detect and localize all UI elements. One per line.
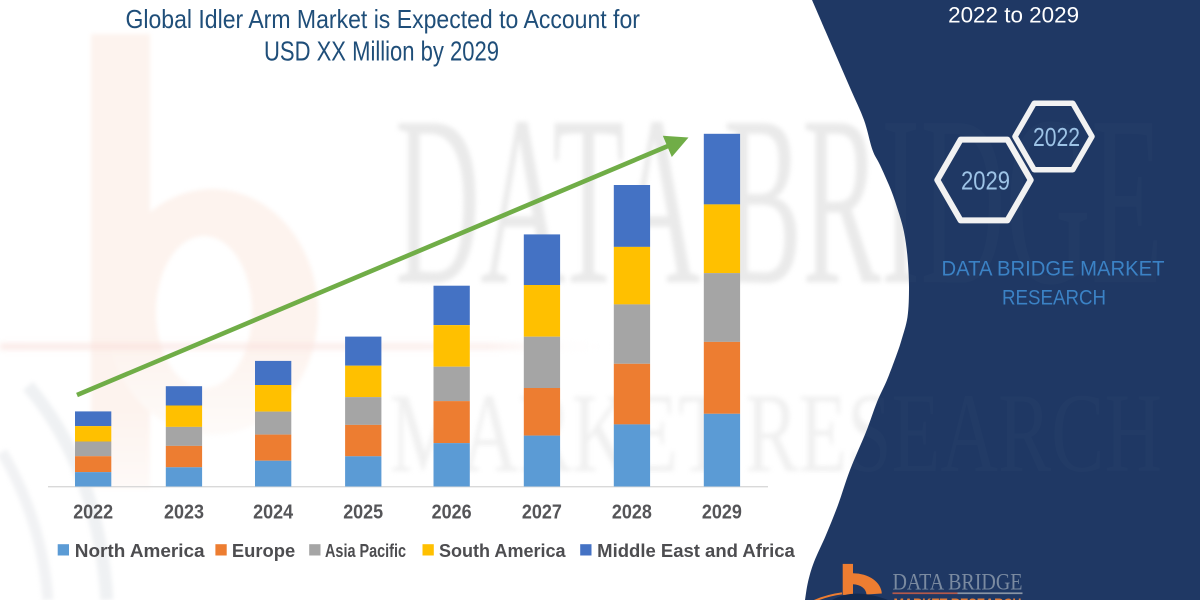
svg-text:DATA BRIDGE: DATA BRIDGE	[893, 570, 1023, 595]
svg-text:North America: North America	[75, 541, 206, 561]
svg-text:South America: South America	[439, 541, 567, 561]
svg-text:2027: 2027	[522, 502, 562, 524]
svg-text:2023: 2023	[164, 502, 204, 524]
svg-text:2028: 2028	[612, 502, 652, 524]
svg-text:RESEARCH: RESEARCH	[1002, 287, 1106, 310]
svg-text:Global Idler Arm Market is Exp: Global Idler Arm Market is Expected to A…	[125, 4, 640, 34]
svg-text:2026: 2026	[432, 502, 472, 524]
svg-text:Europe: Europe	[232, 541, 295, 561]
svg-text:Middle East and Africa: Middle East and Africa	[597, 541, 796, 561]
svg-text:USD XX Million by 2029: USD XX Million by 2029	[264, 36, 499, 67]
svg-text:2029: 2029	[961, 166, 1010, 196]
svg-text:2024: 2024	[253, 502, 294, 524]
svg-text:2029: 2029	[702, 502, 742, 524]
svg-text:2022 to 2029: 2022 to 2029	[948, 3, 1079, 28]
svg-text:2022: 2022	[1033, 122, 1080, 152]
svg-text:2025: 2025	[343, 502, 383, 524]
svg-text:MARKET RESEARCH: MARKET RESEARCH	[894, 596, 1022, 600]
svg-text:DATA BRIDGE MARKET: DATA BRIDGE MARKET	[942, 258, 1165, 281]
svg-text:2022: 2022	[73, 502, 113, 524]
svg-text:Asia Pacific: Asia Pacific	[325, 541, 406, 561]
